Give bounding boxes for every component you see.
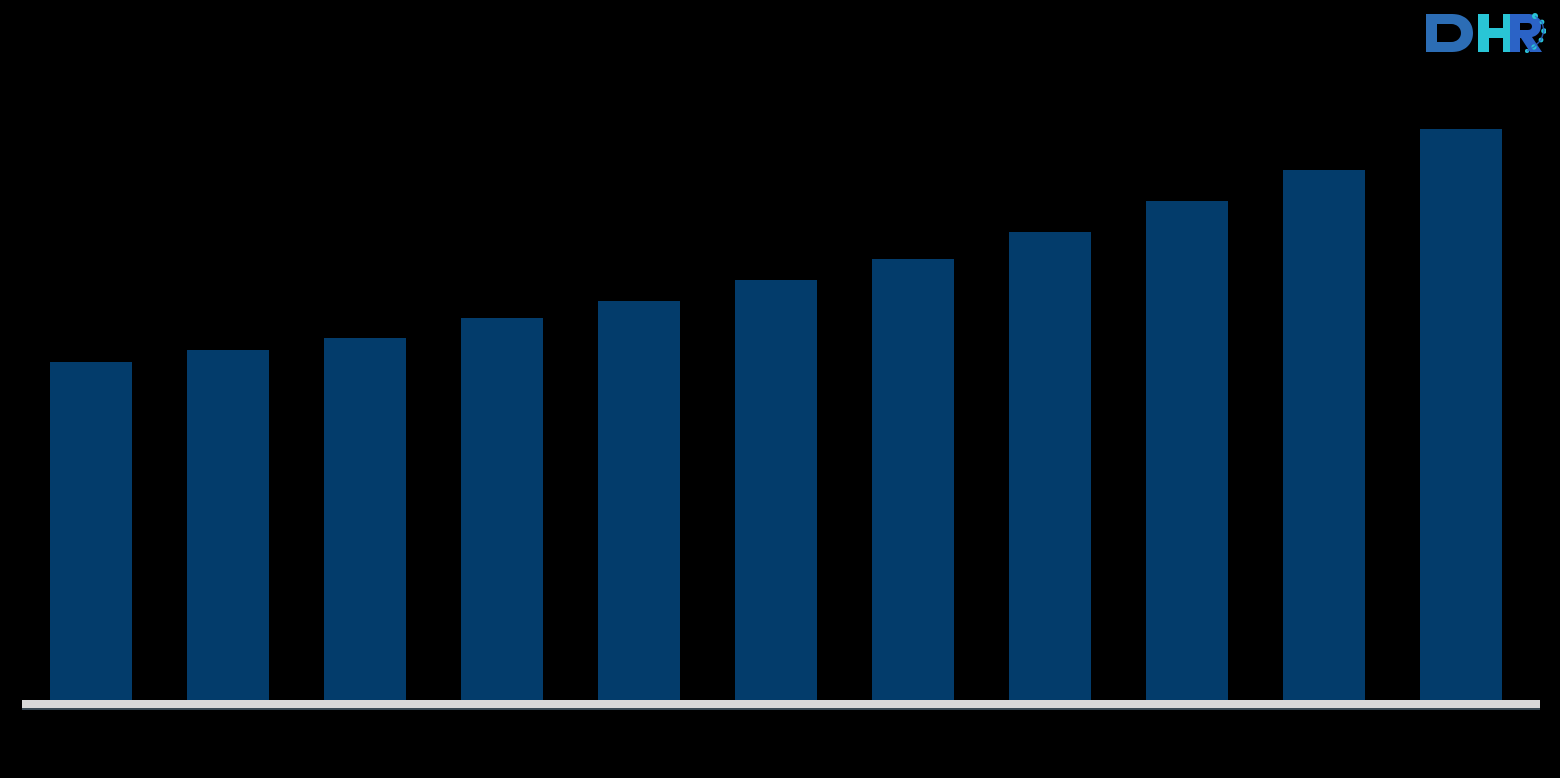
bar-series-item [872, 259, 954, 702]
bar-series-item [50, 362, 132, 702]
logo-letter-h-icon [1478, 14, 1514, 52]
logo-letter-d-icon [1426, 14, 1473, 52]
x-axis-baseline [22, 700, 1540, 708]
bar-series-item [598, 301, 680, 702]
bar-series-item [1283, 170, 1365, 702]
bar-series-item [735, 280, 817, 702]
dhr-network-logo [1424, 8, 1547, 58]
logo-letter-r-icon [1510, 14, 1542, 52]
logo-network-links-icon [1526, 15, 1545, 52]
bar-series-item [1420, 129, 1502, 702]
bar-series-item [324, 338, 406, 702]
bar-series-item [1146, 201, 1228, 702]
bar-series-item [1009, 232, 1091, 702]
bar-series-item [187, 350, 269, 702]
dhr-logo-svg [1426, 13, 1547, 53]
bar-series-item [461, 318, 543, 702]
x-axis-rule [22, 708, 1540, 710]
